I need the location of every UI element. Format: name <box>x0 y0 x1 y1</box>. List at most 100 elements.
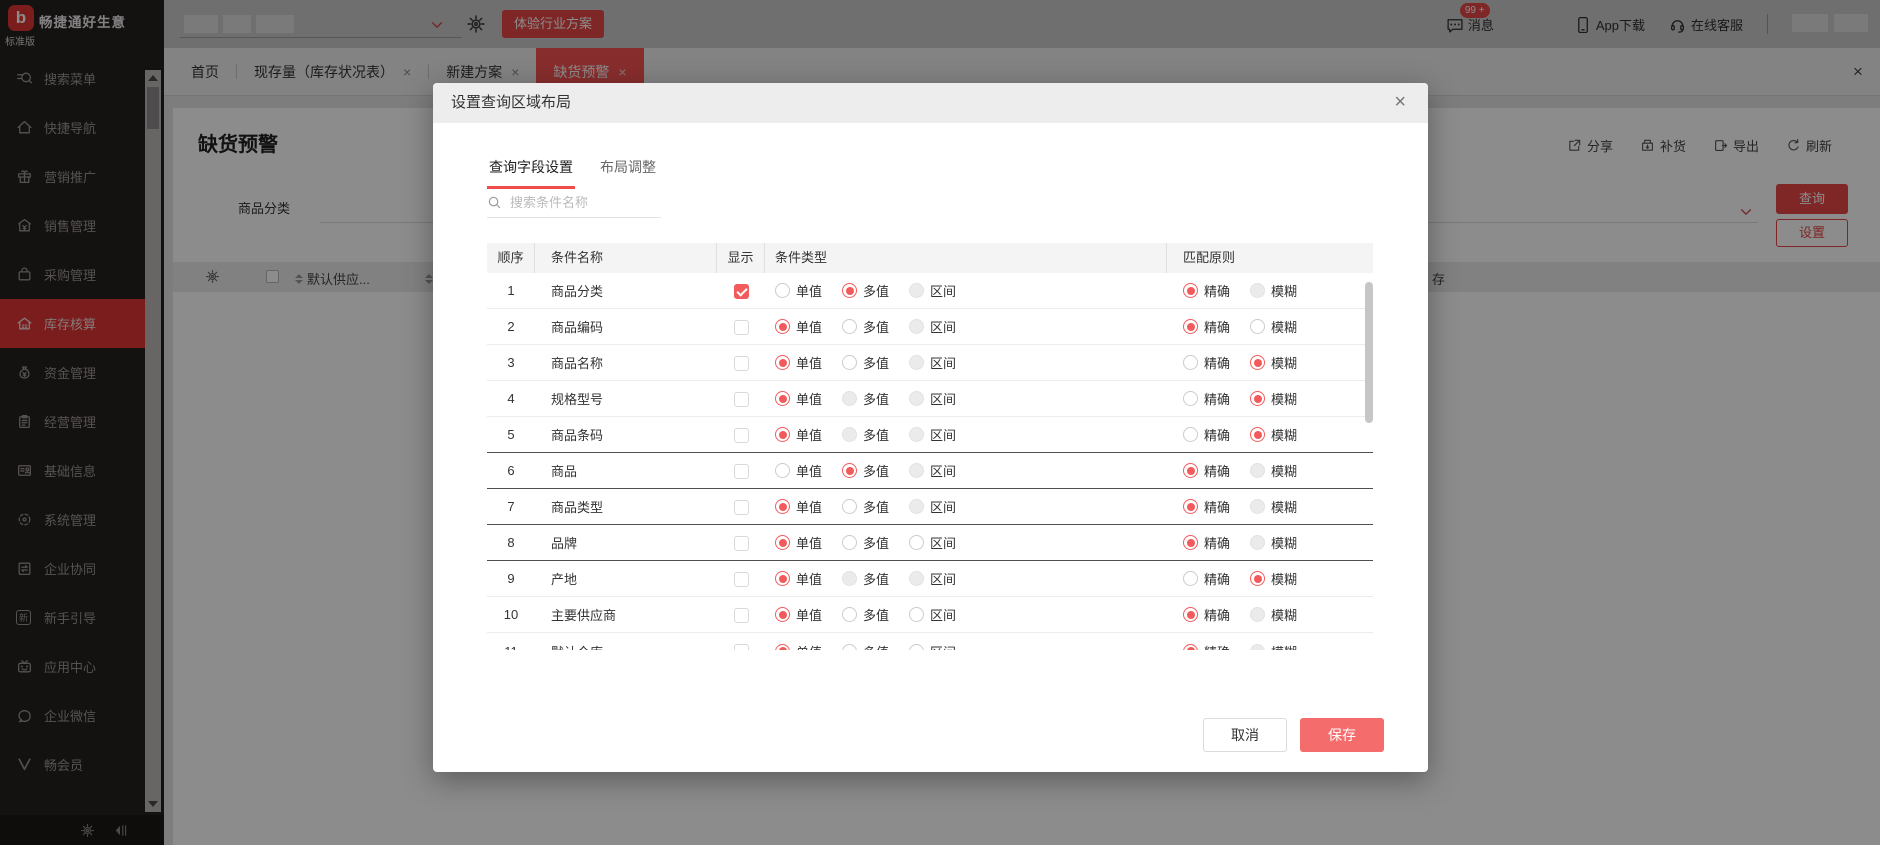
sidebar-item-11[interactable]: 新新手引导 <box>0 593 145 642</box>
cond-option-1[interactable]: 多值 <box>842 497 889 516</box>
radio-sel-icon[interactable] <box>775 607 790 622</box>
org-name-redacted[interactable] <box>184 15 218 33</box>
cond-option-1[interactable]: 多值 <box>842 461 889 480</box>
radio-sel-icon[interactable] <box>1183 463 1198 478</box>
match-option-0[interactable]: 精确 <box>1183 281 1230 300</box>
save-button[interactable]: 保存 <box>1300 718 1384 752</box>
cond-option-0[interactable]: 单值 <box>775 317 822 336</box>
sidebar-item-1[interactable]: 快捷导航 <box>0 103 145 152</box>
gear-icon[interactable] <box>466 14 486 34</box>
column-config-gear-icon[interactable] <box>205 269 220 284</box>
show-checkbox[interactable] <box>733 427 749 443</box>
match-option-1[interactable]: 模糊 <box>1250 461 1297 480</box>
cond-option-1[interactable]: 多值 <box>842 389 889 408</box>
radio-sel-icon[interactable] <box>775 319 790 334</box>
radio-sel-icon[interactable] <box>1250 571 1266 586</box>
cond-option-2[interactable]: 区间 <box>909 425 956 444</box>
radio-sel-icon[interactable] <box>1183 499 1198 514</box>
radio-off-icon[interactable] <box>842 319 858 334</box>
show-checkbox[interactable] <box>733 355 749 371</box>
radio-off-icon[interactable] <box>909 535 925 550</box>
radio-off-icon[interactable] <box>842 499 858 514</box>
radio-sel-icon[interactable] <box>775 535 790 550</box>
cond-option-0[interactable]: 单值 <box>775 389 822 408</box>
radio-dis-icon[interactable] <box>842 427 858 442</box>
radio-dis-icon[interactable] <box>1250 535 1266 550</box>
settings-gear-icon[interactable] <box>80 823 95 838</box>
radio-dis-icon[interactable] <box>842 571 858 586</box>
sidebar-item-2[interactable]: 营销推广 <box>0 152 145 201</box>
match-option-1[interactable]: 模糊 <box>1250 533 1297 552</box>
table-scrollbar-thumb[interactable] <box>1365 282 1373 423</box>
radio-off-icon[interactable] <box>842 535 858 550</box>
cond-option-0[interactable]: 单值 <box>775 642 822 650</box>
close-all-tabs-icon[interactable]: × <box>1853 62 1863 81</box>
cond-option-0[interactable]: 单值 <box>775 353 822 372</box>
radio-dis-icon[interactable] <box>909 427 925 442</box>
toolbar-replenish-button[interactable]: 补货 <box>1640 136 1686 155</box>
radio-dis-icon[interactable] <box>909 391 925 406</box>
show-checkbox[interactable] <box>733 535 749 551</box>
cond-option-0[interactable]: 单值 <box>775 461 822 480</box>
radio-dis-icon[interactable] <box>909 463 925 478</box>
radio-sel-icon[interactable] <box>1183 643 1198 650</box>
cond-option-1[interactable]: 多值 <box>842 425 889 444</box>
radio-sel-icon[interactable] <box>775 499 790 514</box>
tab-close-icon[interactable]: × <box>511 63 520 80</box>
scroll-up-icon[interactable] <box>148 75 158 81</box>
tab-close-icon[interactable]: × <box>618 63 627 80</box>
match-option-1[interactable]: 模糊 <box>1250 605 1297 624</box>
match-option-0[interactable]: 精确 <box>1183 497 1230 516</box>
sidebar-item-3[interactable]: 销售管理 <box>0 201 145 250</box>
radio-off-icon[interactable] <box>1183 355 1198 370</box>
condition-search-input[interactable] <box>510 195 650 210</box>
radio-off-icon[interactable] <box>1183 571 1198 586</box>
show-checkbox[interactable] <box>733 391 749 407</box>
show-checkbox[interactable] <box>733 607 749 623</box>
radio-sel-icon[interactable] <box>1250 391 1266 406</box>
sidebar-item-13[interactable]: 企业微信 <box>0 691 145 740</box>
trial-industry-plan-button[interactable]: 体验行业方案 <box>502 10 604 38</box>
chevron-down-icon[interactable] <box>430 18 444 32</box>
show-checkbox[interactable] <box>733 319 749 335</box>
app-download-button[interactable]: App下载 <box>1574 15 1645 34</box>
cond-option-1[interactable]: 多值 <box>842 353 889 372</box>
show-checkbox[interactable] <box>733 644 749 650</box>
radio-dis-icon[interactable] <box>909 571 925 586</box>
radio-sel-icon[interactable] <box>842 283 858 298</box>
sidebar-item-5[interactable]: 库存核算 <box>0 299 145 348</box>
org-name-redacted[interactable] <box>223 15 251 33</box>
tab-1[interactable]: 现存量（库存状况表） × <box>254 63 412 80</box>
sidebar-item-6[interactable]: 资金管理 <box>0 348 145 397</box>
show-checkbox[interactable] <box>733 283 749 299</box>
cond-option-2[interactable]: 区间 <box>909 353 956 372</box>
messages-button[interactable]: 消息 99 + <box>1446 2 1494 34</box>
cond-option-1[interactable]: 多值 <box>842 605 889 624</box>
radio-sel-icon[interactable] <box>1250 355 1266 370</box>
radio-off-icon[interactable] <box>1250 319 1266 334</box>
match-option-0[interactable]: 精确 <box>1183 425 1230 444</box>
cond-option-1[interactable]: 多值 <box>842 533 889 552</box>
tab-0[interactable]: 首页 <box>191 63 219 80</box>
cond-option-0[interactable]: 单值 <box>775 425 822 444</box>
cond-option-2[interactable]: 区间 <box>909 533 956 552</box>
match-option-0[interactable]: 精确 <box>1183 317 1230 336</box>
show-checkbox[interactable] <box>733 463 749 479</box>
chevron-down-icon[interactable] <box>1739 205 1753 219</box>
radio-dis-icon[interactable] <box>1250 607 1266 622</box>
radio-dis-icon[interactable] <box>909 355 925 370</box>
scrollbar-thumb[interactable] <box>147 87 159 129</box>
radio-sel-icon[interactable] <box>775 427 790 442</box>
toolbar-share-button[interactable]: 分享 <box>1567 136 1613 155</box>
match-option-1[interactable]: 模糊 <box>1250 569 1297 588</box>
user-account-redacted[interactable] <box>1792 13 1868 35</box>
cond-option-0[interactable]: 单值 <box>775 533 822 552</box>
match-option-1[interactable]: 模糊 <box>1250 425 1297 444</box>
radio-dis-icon[interactable] <box>842 391 858 406</box>
sidebar-item-14[interactable]: 畅会员 <box>0 740 145 789</box>
cond-option-0[interactable]: 单值 <box>775 569 822 588</box>
radio-sel-icon[interactable] <box>1183 319 1198 334</box>
radio-dis-icon[interactable] <box>909 319 925 334</box>
cond-option-2[interactable]: 区间 <box>909 389 956 408</box>
radio-off-icon[interactable] <box>775 283 790 298</box>
